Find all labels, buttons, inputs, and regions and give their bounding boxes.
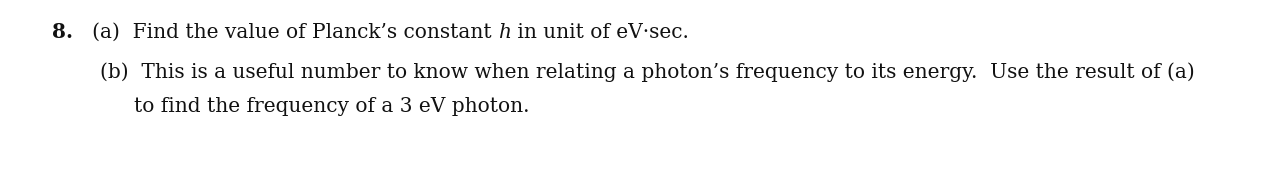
Text: h: h bbox=[498, 23, 511, 42]
Text: (b)  This is a useful number to know when relating a photon’s frequency to its e: (b) This is a useful number to know when… bbox=[100, 62, 1194, 82]
Text: 8.: 8. bbox=[52, 22, 73, 42]
Text: (a)  Find the value of Planck’s constant: (a) Find the value of Planck’s constant bbox=[73, 23, 498, 42]
Text: in unit of eV·sec.: in unit of eV·sec. bbox=[511, 23, 689, 42]
Text: to find the frequency of a 3 eV photon.: to find the frequency of a 3 eV photon. bbox=[134, 97, 530, 116]
